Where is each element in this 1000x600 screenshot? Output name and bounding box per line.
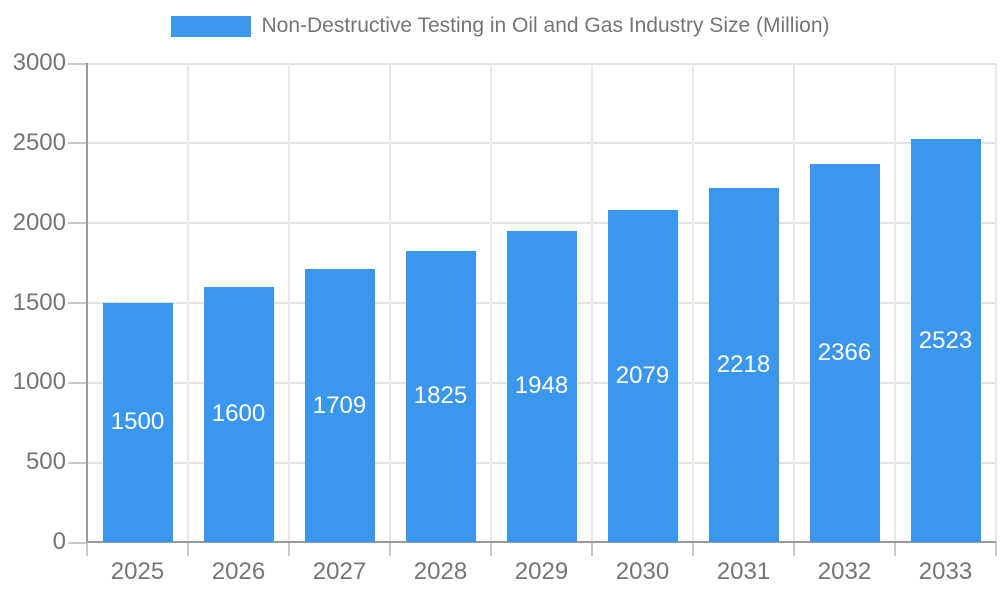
y-axis-line [86, 63, 88, 542]
x-tick-mark [288, 542, 290, 556]
bar-2032[interactable]: 2366 [809, 164, 880, 542]
x-tick-mark [389, 542, 391, 556]
legend: Non-Destructive Testing in Oil and Gas I… [0, 14, 1000, 38]
bar-2025[interactable]: 1500 [102, 302, 173, 542]
v-gridline [490, 63, 492, 542]
legend-label: Non-Destructive Testing in Oil and Gas I… [261, 14, 830, 37]
v-gridline [389, 63, 391, 542]
x-tick-label: 2032 [817, 558, 872, 585]
y-tick-label: 3000 [12, 49, 66, 76]
y-tick-mark [68, 541, 87, 544]
x-tick-mark [490, 542, 492, 556]
bar-2028[interactable]: 1825 [405, 250, 476, 542]
y-tick-label: 2500 [12, 128, 66, 156]
legend-item[interactable]: Non-Destructive Testing in Oil and Gas I… [170, 14, 830, 38]
y-tick-label: 0 [52, 528, 66, 555]
y-tick-mark [68, 302, 87, 304]
v-gridline [692, 63, 694, 542]
x-tick-mark [995, 542, 997, 556]
x-tick-label: 2026 [211, 558, 266, 585]
x-tick-mark [187, 542, 189, 556]
bar-value-label: 1600 [211, 400, 266, 428]
bar-value-label: 1825 [413, 382, 468, 410]
h-gridline [87, 222, 996, 225]
bar-2031[interactable]: 2218 [708, 187, 779, 542]
bar-value-label: 1948 [514, 372, 569, 400]
y-tick-label: 2000 [12, 208, 66, 236]
x-tick-label: 2029 [514, 558, 569, 585]
bar-2029[interactable]: 1948 [506, 230, 577, 542]
bar-2033[interactable]: 2523 [910, 139, 981, 542]
x-tick-mark [692, 542, 694, 556]
x-tick-label: 2027 [312, 558, 367, 585]
y-tick-label: 1500 [12, 288, 66, 316]
x-tick-mark [86, 542, 88, 556]
bar-value-label: 1500 [110, 408, 165, 436]
bar-2026[interactable]: 1600 [203, 286, 274, 542]
bar-2030[interactable]: 2079 [607, 210, 678, 542]
legend-swatch [170, 15, 251, 37]
x-tick-label: 2033 [918, 558, 973, 585]
x-tick-mark [793, 542, 795, 556]
bar-value-label: 2218 [716, 350, 771, 378]
y-tick-mark [68, 222, 87, 225]
y-tick-label: 1000 [12, 368, 66, 396]
y-tick-label: 500 [25, 448, 66, 476]
y-tick-mark [68, 62, 87, 65]
y-tick-mark [68, 461, 87, 464]
v-gridline [288, 63, 290, 542]
x-axis-line [87, 541, 996, 543]
y-tick-mark [68, 142, 87, 145]
h-gridline [87, 62, 996, 65]
bar-value-label: 2079 [615, 362, 670, 390]
bar-value-label: 1709 [312, 391, 367, 419]
v-gridline [995, 63, 997, 542]
x-tick-label: 2028 [413, 558, 468, 585]
y-tick-mark [68, 381, 87, 384]
v-gridline [591, 63, 593, 542]
x-tick-label: 2030 [615, 558, 670, 585]
v-gridline [894, 63, 896, 542]
x-tick-mark [894, 542, 896, 556]
bar-value-label: 2523 [918, 326, 973, 354]
h-gridline [87, 142, 996, 145]
bar-value-label: 2366 [817, 339, 872, 367]
x-tick-label: 2025 [110, 558, 165, 585]
bar-2027[interactable]: 1709 [304, 269, 375, 542]
x-tick-mark [591, 542, 593, 556]
v-gridline [793, 63, 795, 542]
x-tick-label: 2031 [716, 558, 771, 585]
v-gridline [187, 63, 189, 542]
